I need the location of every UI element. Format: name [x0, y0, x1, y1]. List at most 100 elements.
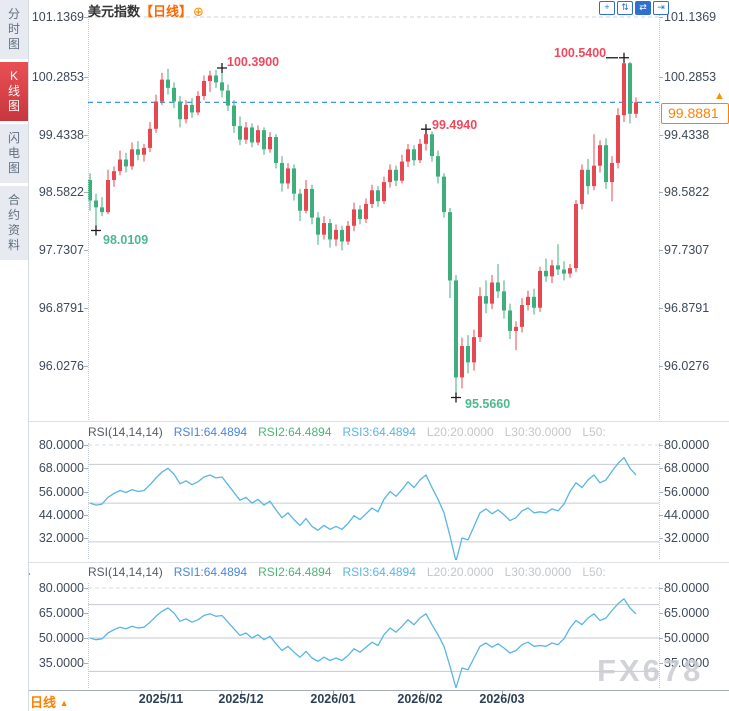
- candle-body: [94, 200, 98, 208]
- candle-body: [532, 296, 536, 308]
- panel-separator-2: [29, 562, 729, 563]
- candle-body: [106, 180, 110, 213]
- axis-tick: [659, 250, 663, 251]
- candle-body: [154, 101, 158, 129]
- rsi-tick-label: 44.0000: [38, 507, 84, 522]
- candle-body: [628, 63, 632, 114]
- rsi-header-segment: RSI2:64.4894: [258, 425, 332, 439]
- candle-body: [364, 203, 368, 219]
- rsi-tick-label: 65.0000: [38, 606, 84, 620]
- rsi-header-segment: L50:: [582, 565, 606, 579]
- price-up-arrow-icon: ▲: [714, 90, 725, 102]
- axis-tick: [659, 538, 663, 539]
- price-tick-label: 101.1369: [31, 10, 84, 24]
- y-axis-scale-icon[interactable]: ⇅: [617, 1, 633, 15]
- candlestick-chart[interactable]: [88, 10, 659, 420]
- axis-tick: [84, 366, 88, 367]
- candle-body: [568, 268, 572, 274]
- rsi-tick-label: 80.0000: [38, 581, 84, 595]
- rsi-panel-2[interactable]: [88, 576, 659, 688]
- sidebar-tab-time-chart[interactable]: 分时图: [0, 0, 28, 59]
- candle-body: [622, 63, 626, 116]
- sidebar-tab-contract-info[interactable]: 合约资料: [0, 186, 28, 260]
- rsi-tick-label: 80.0000: [664, 581, 710, 595]
- price-tick-label: 97.7307: [38, 243, 84, 257]
- candle-body: [238, 126, 242, 140]
- candle-body: [484, 296, 488, 304]
- candle-body: [586, 169, 590, 187]
- candle-body: [244, 127, 248, 140]
- candle-body: [130, 149, 134, 167]
- candle-body: [280, 162, 284, 184]
- candle-body: [520, 305, 524, 327]
- rsi-tick-label: 65.0000: [664, 606, 710, 620]
- period-arrow-icon: ▲: [59, 698, 69, 708]
- candle-body: [100, 207, 104, 213]
- candle-body: [448, 212, 452, 281]
- axis-tick: [659, 77, 663, 78]
- candle-body: [592, 165, 596, 187]
- extreme-marker-icon: [619, 52, 629, 63]
- axis-tick: [659, 588, 663, 589]
- candle-body: [148, 128, 152, 148]
- rsi-tick-label: 56.0000: [38, 484, 84, 499]
- chart-toolbar: + ⇅ ⇄ ⇥: [597, 1, 669, 19]
- add-indicator-icon[interactable]: ⊕: [193, 4, 204, 19]
- price-tick-label: 96.8791: [664, 301, 710, 315]
- candle-body: [598, 145, 602, 166]
- annotation-100.5400: 100.5400: [554, 45, 607, 60]
- price-tick-label: 99.4338: [38, 128, 84, 142]
- rsi-tick-label: 50.0000: [38, 631, 84, 645]
- candle-body: [166, 79, 170, 88]
- rsi-panel-1[interactable]: [88, 443, 659, 560]
- candle-body: [496, 282, 500, 292]
- price-tick-label: 100.2853: [664, 70, 717, 84]
- axis-tick: [659, 445, 663, 446]
- candle-body: [418, 143, 422, 161]
- rsi-header-segment: L30:30.0000: [504, 425, 572, 439]
- candle-body: [214, 75, 218, 83]
- rsi-header-segment: RSI(14,14,14): [88, 565, 163, 579]
- axis-tick: [659, 613, 663, 614]
- axis-tick: [84, 663, 88, 664]
- rsi-header-segment: RSI3:64.4894: [342, 425, 416, 439]
- rsi-header-segment: RSI3:64.4894: [342, 565, 416, 579]
- symbol-name: 美元指数: [88, 4, 141, 19]
- candle-body: [550, 265, 554, 277]
- period-badge: 【日线】: [140, 4, 193, 19]
- auto-scale-icon[interactable]: ⇄: [635, 1, 651, 15]
- candle-body: [340, 229, 344, 242]
- candle-body: [346, 225, 350, 242]
- candle-body: [88, 180, 92, 201]
- rsi2-header: RSI(14,14,14) RSI1:64.4894 RSI2:64.4894 RSI…: [88, 565, 617, 579]
- time-axis-label: 2025/11: [138, 692, 184, 706]
- price-tick-label: 97.7307: [664, 243, 710, 257]
- axis-tick: [659, 308, 663, 309]
- price-tick-label: 96.8791: [38, 301, 84, 315]
- rsi2-right-border: [659, 583, 660, 688]
- candle-body: [400, 161, 404, 181]
- candle-body: [604, 145, 608, 183]
- candle-body: [370, 190, 374, 204]
- axis-tick: [84, 445, 88, 446]
- rsi1-right-border: [659, 443, 660, 559]
- candle-body: [430, 134, 434, 157]
- axis-tick: [659, 17, 663, 18]
- crosshair-icon[interactable]: +: [599, 1, 615, 15]
- rsi-tick-label: 80.0000: [38, 438, 84, 452]
- candle-body: [436, 156, 440, 177]
- sidebar-tab-flash-chart[interactable]: 闪电图: [0, 124, 28, 183]
- exit-chart-icon[interactable]: ⇥: [653, 1, 669, 15]
- period-selector[interactable]: 日线 ▲: [30, 695, 69, 710]
- extreme-marker-icon: [421, 124, 431, 135]
- candle-body: [172, 87, 176, 102]
- panel-separator-1: [29, 421, 729, 422]
- candle-body: [136, 149, 140, 155]
- rsi-header-segment: RSI1:64.4894: [173, 425, 248, 439]
- rsi-tick-label: 32.0000: [38, 531, 84, 545]
- time-axis-label: 2026/01: [310, 692, 356, 706]
- price-tick-label: 98.5822: [38, 185, 84, 199]
- candle-body: [292, 168, 296, 194]
